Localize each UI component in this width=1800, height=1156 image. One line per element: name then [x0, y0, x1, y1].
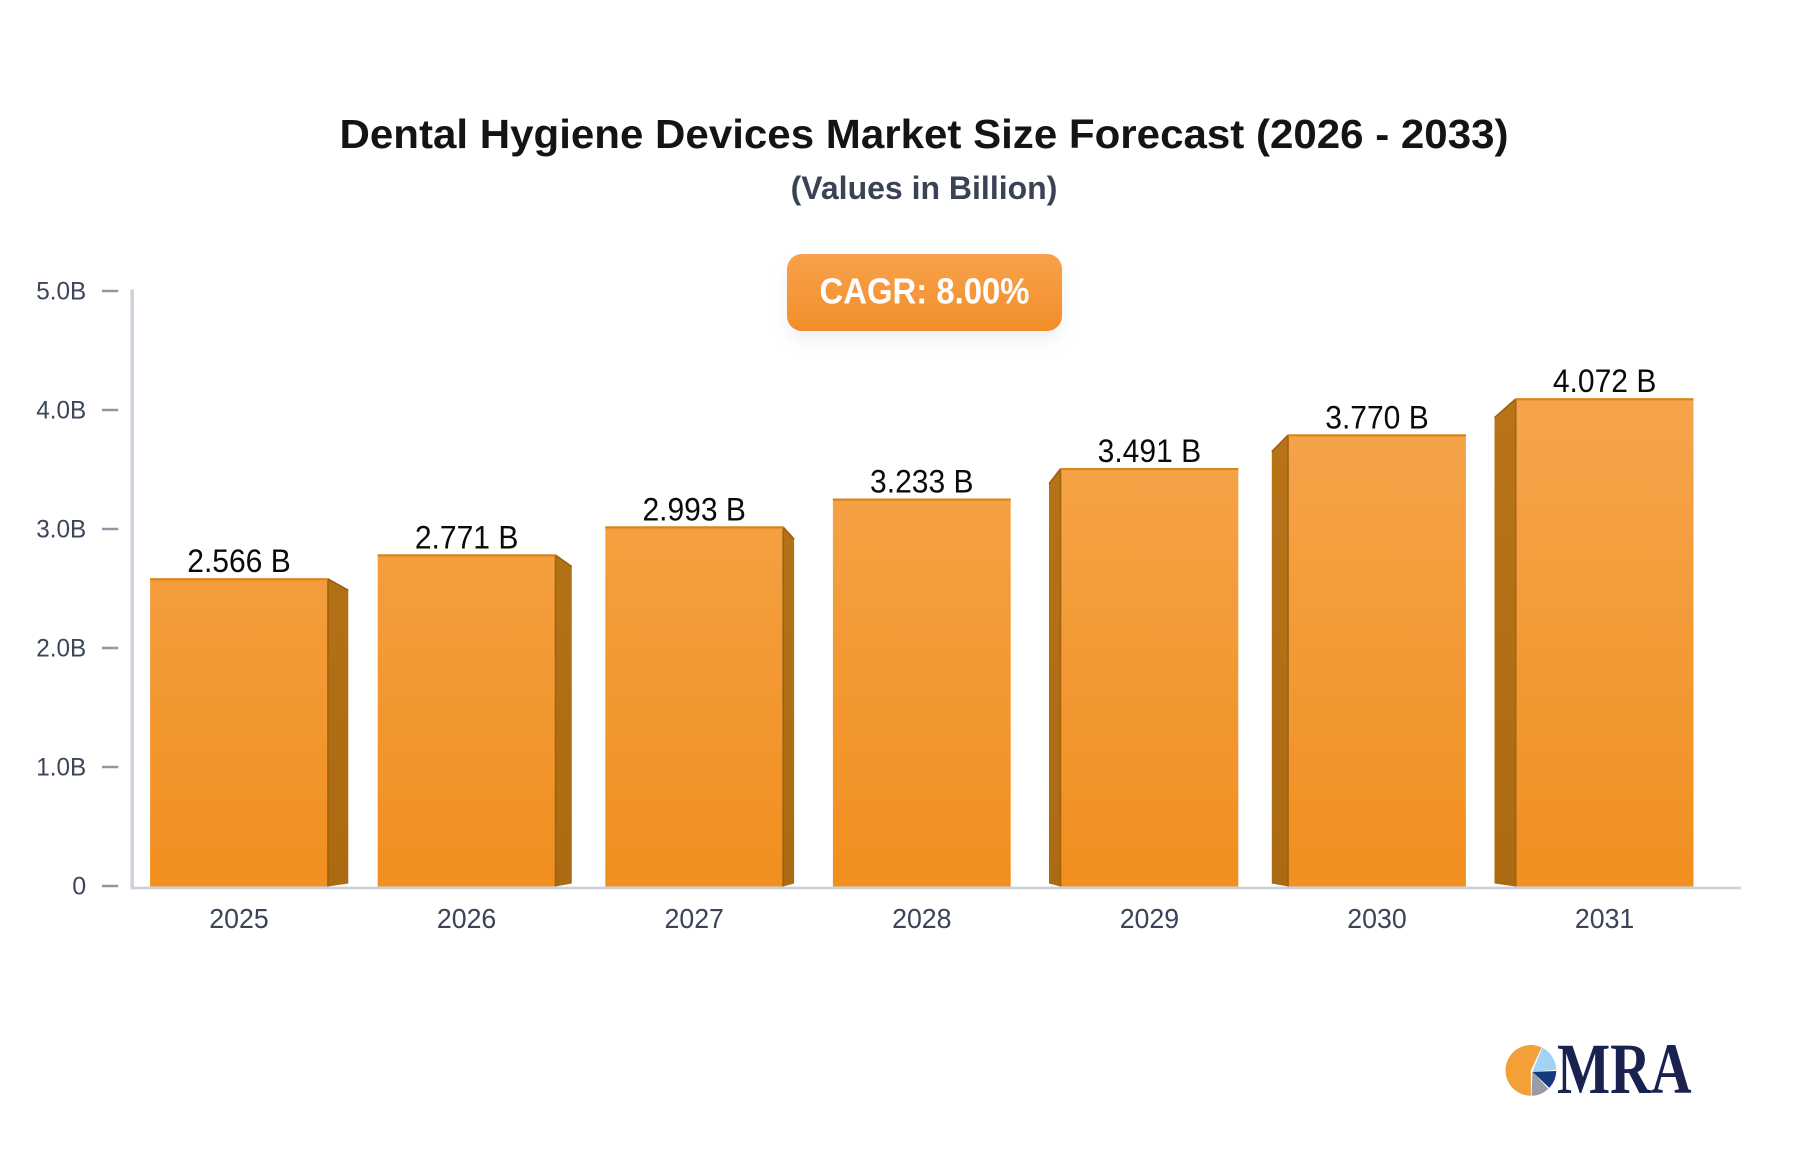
svg-text:Dental Hygiene Devices Market: Dental Hygiene Devices Market Size Forec… [340, 111, 1509, 157]
svg-text:5.0B: 5.0B [36, 277, 86, 305]
svg-text:2.566 B: 2.566 B [187, 543, 291, 579]
svg-text:2.771 B: 2.771 B [415, 519, 519, 555]
svg-text:4.0B: 4.0B [36, 396, 86, 424]
svg-text:2029: 2029 [1120, 903, 1179, 934]
svg-text:2025: 2025 [209, 903, 268, 934]
svg-text:2031: 2031 [1575, 903, 1634, 934]
svg-text:2.993 B: 2.993 B [642, 491, 746, 527]
svg-text:CAGR: 8.00%: CAGR: 8.00% [820, 271, 1030, 312]
svg-text:2027: 2027 [665, 903, 724, 934]
svg-text:2.0B: 2.0B [36, 634, 86, 662]
svg-text:2026: 2026 [437, 903, 496, 934]
svg-text:3.770 B: 3.770 B [1325, 399, 1429, 435]
svg-text:3.233 B: 3.233 B [870, 464, 974, 500]
svg-text:MRA: MRA [1557, 1029, 1692, 1109]
svg-text:4.072 B: 4.072 B [1553, 363, 1657, 399]
svg-text:3.0B: 3.0B [36, 515, 86, 543]
svg-text:0: 0 [72, 872, 86, 900]
svg-text:(Values in Billion): (Values in Billion) [791, 170, 1058, 206]
svg-text:3.491 B: 3.491 B [1098, 433, 1202, 469]
svg-text:2030: 2030 [1347, 903, 1406, 934]
svg-text:2028: 2028 [892, 903, 951, 934]
svg-text:1.0B: 1.0B [36, 753, 86, 781]
